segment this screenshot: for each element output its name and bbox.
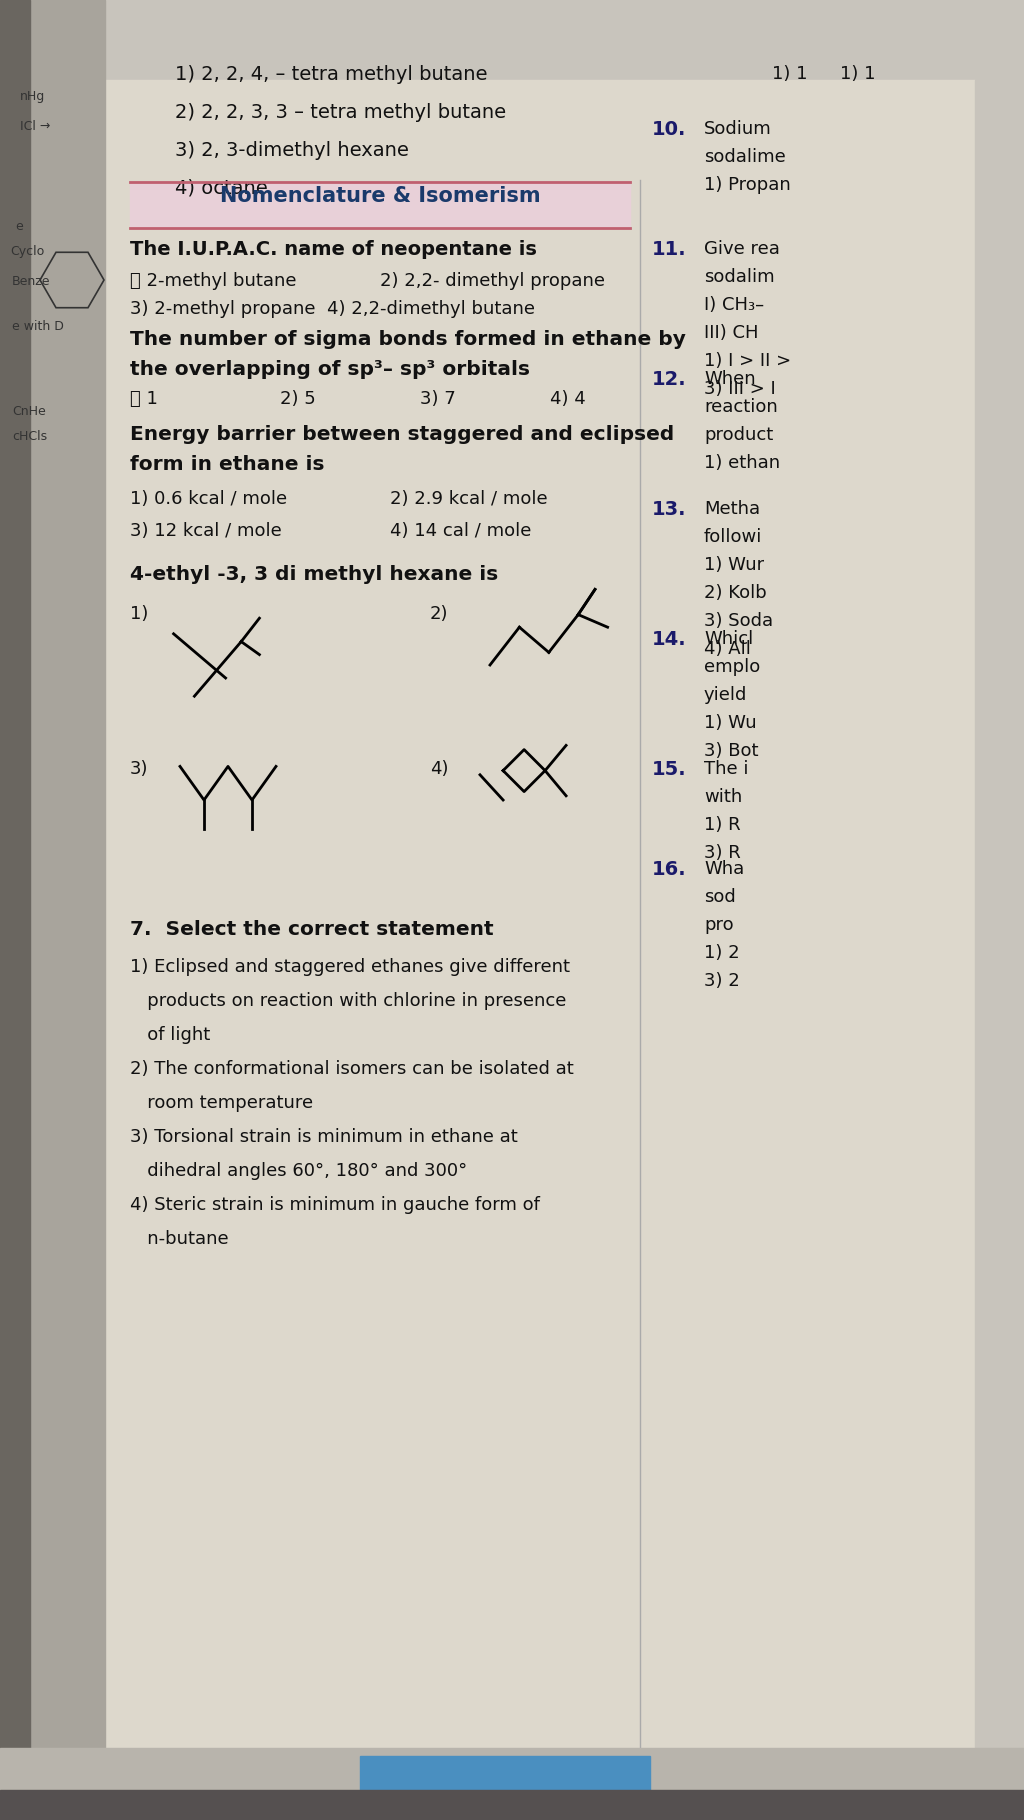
Text: 15.: 15. bbox=[652, 761, 687, 779]
Text: with: with bbox=[705, 788, 742, 806]
Text: The i: The i bbox=[705, 761, 749, 777]
Text: ICl →: ICl → bbox=[20, 120, 50, 133]
Text: 1) 1: 1) 1 bbox=[840, 66, 876, 84]
Text: Benze: Benze bbox=[12, 275, 50, 288]
Text: sodalime: sodalime bbox=[705, 147, 785, 166]
Text: Cyclo: Cyclo bbox=[10, 246, 44, 258]
Text: 2) Kolb: 2) Kolb bbox=[705, 584, 767, 602]
Text: Metha: Metha bbox=[705, 501, 760, 519]
Text: 4) octane: 4) octane bbox=[175, 178, 267, 198]
Text: 16.: 16. bbox=[652, 861, 687, 879]
Text: 4-ethyl -3, 3 di methyl hexane is: 4-ethyl -3, 3 di methyl hexane is bbox=[130, 564, 499, 584]
Text: 1) ethan: 1) ethan bbox=[705, 453, 780, 471]
Text: 2) The conformational isomers can be isolated at: 2) The conformational isomers can be iso… bbox=[130, 1059, 573, 1077]
Text: 14.: 14. bbox=[652, 630, 687, 650]
Text: VOL - IV: VOL - IV bbox=[130, 1771, 217, 1789]
Text: 3) 2-methyl propane  4) 2,2-dimethyl butane: 3) 2-methyl propane 4) 2,2-dimethyl buta… bbox=[130, 300, 535, 318]
Text: 2) 5: 2) 5 bbox=[280, 389, 315, 408]
Text: 2) 2.9 kcal / mole: 2) 2.9 kcal / mole bbox=[390, 490, 548, 508]
Text: dihedral angles 60°, 180° and 300°: dihedral angles 60°, 180° and 300° bbox=[130, 1161, 467, 1179]
Text: 3) 12 kcal / mole: 3) 12 kcal / mole bbox=[130, 522, 282, 541]
Text: nHg: nHg bbox=[20, 89, 45, 104]
Text: sodalim: sodalim bbox=[705, 268, 774, 286]
Text: emplo: emplo bbox=[705, 659, 760, 675]
Bar bbox=[130, 182, 630, 228]
Text: 10.: 10. bbox=[652, 120, 686, 138]
Text: Whicl: Whicl bbox=[705, 630, 754, 648]
Bar bbox=[360, 1756, 650, 1813]
Bar bbox=[105, 80, 975, 1791]
Text: 1) Wur: 1) Wur bbox=[705, 555, 764, 573]
Text: e with D: e with D bbox=[12, 320, 63, 333]
Text: Give rea: Give rea bbox=[705, 240, 780, 258]
Text: JR. MAIN: JR. MAIN bbox=[458, 1767, 552, 1787]
Text: reaction: reaction bbox=[705, 399, 778, 417]
Text: 1) 2, 2, 4, – tetra methyl butane: 1) 2, 2, 4, – tetra methyl butane bbox=[175, 66, 487, 84]
Text: ⒑ 2-methyl butane: ⒑ 2-methyl butane bbox=[130, 271, 297, 289]
Text: of light: of light bbox=[130, 1026, 210, 1045]
Text: 1) R: 1) R bbox=[705, 815, 740, 834]
Text: 3) 7: 3) 7 bbox=[420, 389, 456, 408]
Text: 3) Soda: 3) Soda bbox=[705, 612, 773, 630]
Text: 1) Propan: 1) Propan bbox=[705, 177, 791, 195]
Text: I) CH₃–: I) CH₃– bbox=[705, 297, 764, 315]
Text: The number of sigma bonds formed in ethane by: The number of sigma bonds formed in etha… bbox=[130, 329, 686, 349]
Text: product: product bbox=[705, 426, 773, 444]
Text: 4) 4: 4) 4 bbox=[550, 389, 586, 408]
Text: form in ethane is: form in ethane is bbox=[130, 455, 325, 473]
Text: CnHe: CnHe bbox=[12, 406, 46, 419]
Text: followi: followi bbox=[705, 528, 763, 546]
Bar bbox=[0, 0, 105, 1820]
Text: 1) 1: 1) 1 bbox=[772, 66, 808, 84]
Bar bbox=[975, 80, 1024, 1791]
Text: 4): 4) bbox=[430, 761, 449, 777]
Text: 3): 3) bbox=[130, 761, 148, 777]
Text: 3) 2, 3-dimethyl hexane: 3) 2, 3-dimethyl hexane bbox=[175, 140, 409, 160]
Text: 1) 2: 1) 2 bbox=[705, 945, 739, 963]
Text: 13.: 13. bbox=[652, 501, 686, 519]
Text: 4) 14 cal / mole: 4) 14 cal / mole bbox=[390, 522, 531, 541]
Text: 1) Wu: 1) Wu bbox=[705, 713, 757, 732]
Bar bbox=[0, 1791, 1024, 1820]
Text: 1) I > II >: 1) I > II > bbox=[705, 351, 792, 369]
Text: sod: sod bbox=[705, 888, 736, 906]
Text: 4) Steric strain is minimum in gauche form of: 4) Steric strain is minimum in gauche fo… bbox=[130, 1196, 540, 1214]
Text: Energy barrier between staggered and eclipsed: Energy barrier between staggered and ecl… bbox=[130, 426, 674, 444]
Text: room temperature: room temperature bbox=[130, 1094, 313, 1112]
Text: 3) Bot: 3) Bot bbox=[705, 743, 759, 761]
Text: III) CH: III) CH bbox=[705, 324, 759, 342]
Text: 2) 2, 2, 3, 3 – tetra methyl butane: 2) 2, 2, 3, 3 – tetra methyl butane bbox=[175, 104, 506, 122]
Text: 1) Eclipsed and staggered ethanes give different: 1) Eclipsed and staggered ethanes give d… bbox=[130, 957, 570, 976]
Text: The I.U.P.A.C. name of neopentane is: The I.U.P.A.C. name of neopentane is bbox=[130, 240, 537, 258]
Text: 3) R: 3) R bbox=[705, 844, 740, 863]
Text: yield: yield bbox=[705, 686, 748, 704]
Text: 3) 2: 3) 2 bbox=[705, 972, 739, 990]
Text: 12.: 12. bbox=[652, 369, 687, 389]
Text: cHCls: cHCls bbox=[12, 430, 47, 442]
Text: 3) III > I: 3) III > I bbox=[705, 380, 776, 399]
Text: When: When bbox=[705, 369, 756, 388]
Text: e: e bbox=[15, 220, 23, 233]
Text: pro: pro bbox=[705, 915, 733, 934]
Text: ⒑ 1: ⒑ 1 bbox=[130, 389, 158, 408]
Text: 1) 0.6 kcal / mole: 1) 0.6 kcal / mole bbox=[130, 490, 287, 508]
Bar bbox=[0, 1747, 1024, 1820]
Text: 3) Torsional strain is minimum in ethane at: 3) Torsional strain is minimum in ethane… bbox=[130, 1128, 518, 1147]
Text: products on reaction with chlorine in presence: products on reaction with chlorine in pr… bbox=[130, 992, 566, 1010]
Text: 2): 2) bbox=[430, 604, 449, 622]
Text: 11.: 11. bbox=[652, 240, 687, 258]
Text: 4) All: 4) All bbox=[705, 641, 751, 659]
Text: 1): 1) bbox=[130, 604, 148, 622]
Text: n-butane: n-butane bbox=[130, 1230, 228, 1249]
Text: 7.  Select the correct statement: 7. Select the correct statement bbox=[130, 919, 494, 939]
Bar bbox=[0, 0, 30, 1747]
Text: Wha: Wha bbox=[705, 861, 744, 877]
Text: Nomenclature & Isomerism: Nomenclature & Isomerism bbox=[220, 186, 541, 206]
Text: 2) 2,2- dimethyl propane: 2) 2,2- dimethyl propane bbox=[380, 271, 605, 289]
Text: the overlapping of sp³– sp³ orbitals: the overlapping of sp³– sp³ orbitals bbox=[130, 360, 530, 379]
Text: Sodium: Sodium bbox=[705, 120, 772, 138]
